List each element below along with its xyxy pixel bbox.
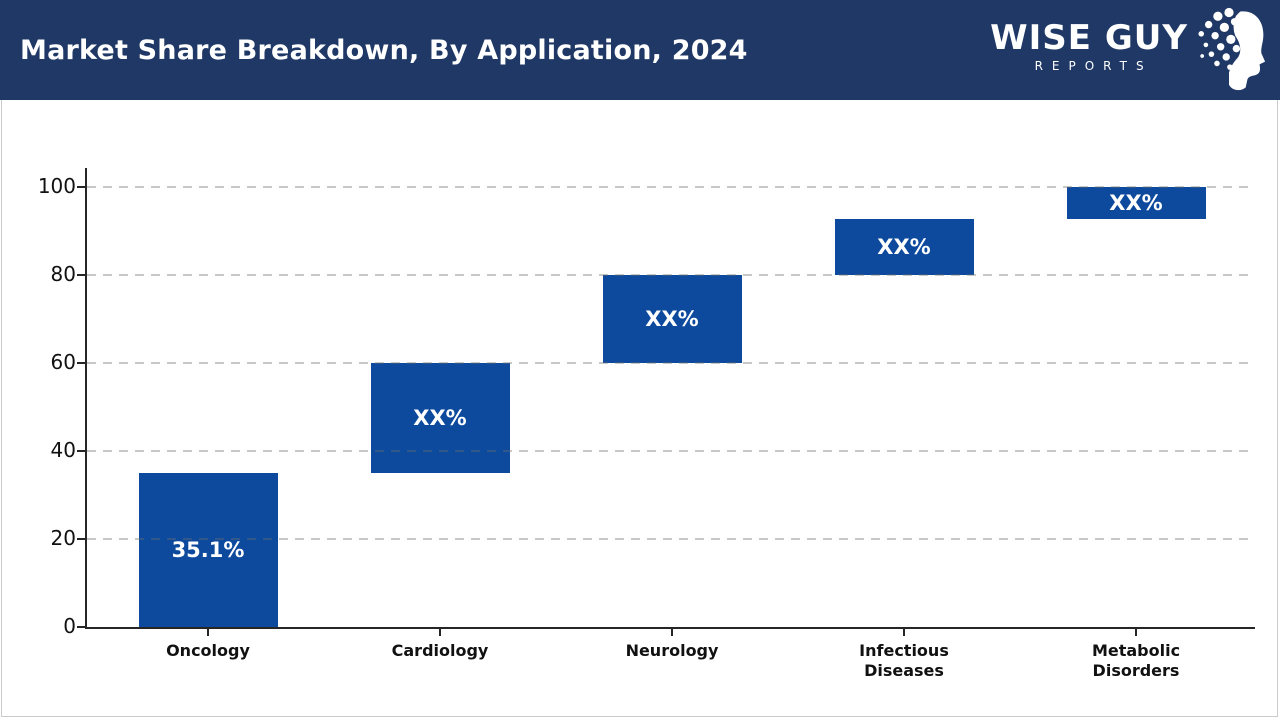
logo-subtitle: REPORTS	[1034, 59, 1153, 73]
y-tick-label-40: 40	[50, 438, 76, 462]
x-axis-label-neurology: Neurology	[625, 641, 719, 660]
bar-oncology: 35.1%	[138, 472, 278, 627]
y-tick-label-100: 100	[37, 174, 76, 198]
gridline-20	[87, 538, 1253, 540]
wise-guy-logo: WISE GUY REPORTS	[990, 4, 1266, 96]
x-axis-label-cardiology: Cardiology	[391, 641, 489, 660]
bar-value-label: XX%	[645, 307, 699, 331]
y-tick-100	[77, 186, 86, 188]
y-tick-40	[77, 450, 86, 452]
logo-wordmark: WISE GUY	[990, 18, 1188, 58]
page-title: Market Share Breakdown, By Application, …	[20, 34, 748, 66]
y-tick-60	[77, 362, 86, 364]
x-axis-label-metabolic-disorders: Metabolic Disorders	[1091, 641, 1181, 680]
y-tick-label-80: 80	[50, 262, 76, 286]
y-axis-line	[85, 168, 87, 629]
gridline-60	[87, 362, 1253, 364]
x-axis-label-oncology: Oncology	[166, 641, 250, 660]
bar-metabolic-disorders: XX%	[1066, 187, 1206, 220]
header-bar: Market Share Breakdown, By Application, …	[0, 0, 1280, 100]
x-axis-label-infectious-diseases: Infectious Diseases	[859, 641, 949, 680]
x-tick-3	[671, 629, 673, 636]
bar-value-label: XX%	[1109, 191, 1163, 216]
y-tick-0	[77, 626, 86, 628]
logo-head-icon	[1198, 7, 1266, 91]
bar-neurology: XX%	[602, 275, 742, 363]
x-tick-4	[903, 629, 905, 636]
y-tick-20	[77, 538, 86, 540]
x-tick-1	[207, 629, 209, 636]
bar-value-label: XX%	[877, 235, 931, 260]
gridline-40	[87, 450, 1253, 452]
bar-value-label: 35.1%	[171, 537, 245, 562]
y-tick-label-20: 20	[50, 526, 76, 550]
x-tick-5	[1135, 629, 1137, 636]
gridline-100	[87, 186, 1253, 188]
x-axis-line	[85, 627, 1255, 629]
waterfall-chart: 35.1% XX% XX% XX% XX% 0 20 40 60 80 100 Oncology Ca…	[0, 100, 1280, 720]
y-tick-label-60: 60	[50, 350, 76, 374]
bar-value-label: XX%	[413, 405, 467, 430]
gridline-80	[87, 274, 1253, 276]
bar-cardiology: XX%	[370, 363, 510, 473]
x-tick-2	[439, 629, 441, 636]
y-tick-label-0: 0	[63, 614, 76, 638]
y-tick-80	[77, 274, 86, 276]
bar-infectious-diseases: XX%	[834, 219, 974, 275]
logo-text: WISE GUY REPORTS	[990, 20, 1188, 74]
